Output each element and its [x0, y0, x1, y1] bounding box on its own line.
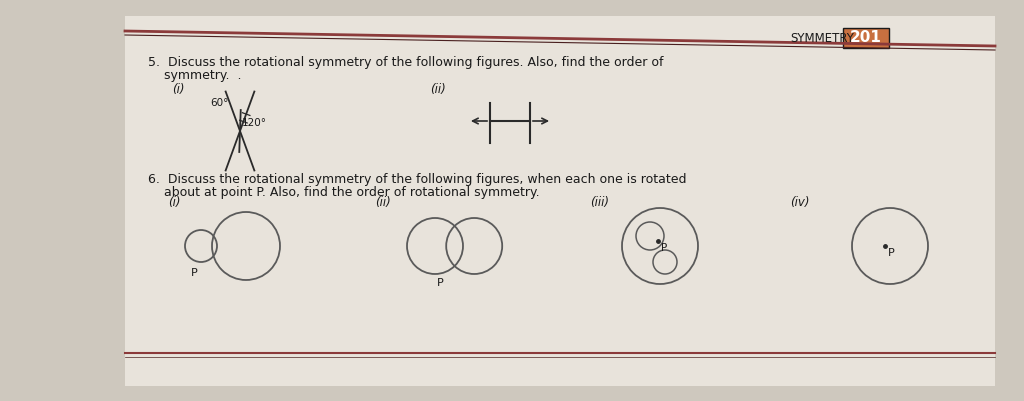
Text: SYMMETRY: SYMMETRY	[790, 32, 854, 45]
Text: (ii): (ii)	[375, 196, 391, 209]
FancyBboxPatch shape	[843, 28, 889, 48]
Text: 6.  Discuss the rotational symmetry of the following figures, when each one is r: 6. Discuss the rotational symmetry of th…	[148, 173, 686, 186]
Text: (ii): (ii)	[430, 83, 445, 96]
Text: 201: 201	[850, 30, 882, 45]
Text: P: P	[190, 268, 198, 278]
FancyBboxPatch shape	[125, 16, 995, 386]
Text: (iv): (iv)	[790, 196, 810, 209]
Text: (i): (i)	[172, 83, 184, 96]
Text: about at point P. Also, find the order of rotational symmetry.: about at point P. Also, find the order o…	[148, 186, 540, 199]
Text: (i): (i)	[168, 196, 180, 209]
Text: 60°: 60°	[210, 98, 228, 108]
Text: P: P	[436, 278, 443, 288]
Text: 120°: 120°	[242, 118, 267, 128]
Text: (iii): (iii)	[590, 196, 609, 209]
Text: symmetry.  .: symmetry. .	[148, 69, 242, 82]
Text: 5.  Discuss the rotational symmetry of the following figures. Also, find the ord: 5. Discuss the rotational symmetry of th…	[148, 56, 664, 69]
Text: P: P	[662, 243, 668, 253]
Text: P: P	[888, 248, 895, 258]
